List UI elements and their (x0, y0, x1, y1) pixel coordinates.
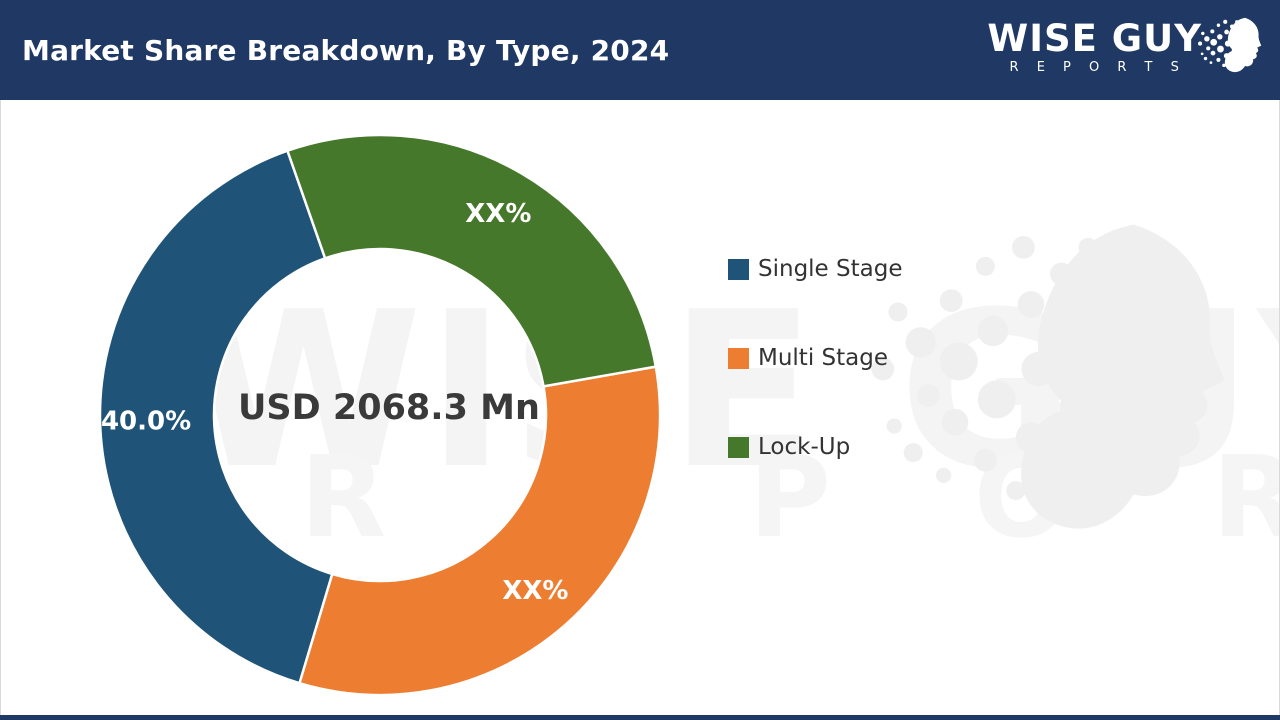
footer-accent-bar (0, 715, 1280, 720)
legend-item-single-stage: Single Stage (728, 258, 902, 281)
donut-slice-multi-stage (298, 365, 662, 697)
chart-center-value: USD 2068.3 Mn (238, 388, 540, 428)
legend-item-lock-up: Lock-Up (728, 436, 902, 459)
header-bar: Market Share Breakdown, By Type, 2024 WI… (0, 0, 1280, 100)
wise-guy-reports-logo: WISE GUY R E P O R T S (987, 6, 1264, 88)
legend-label: Multi Stage (758, 345, 888, 371)
legend-label: Single Stage (758, 256, 903, 282)
donut-slice-single-stage (98, 149, 334, 685)
logo-wordmark: WISE GUY R E P O R T S (987, 16, 1202, 76)
legend-item-multi-stage: Multi Stage (728, 347, 902, 370)
legend-label: Lock-Up (758, 434, 851, 460)
slice-label-lock-up: XX% (465, 199, 531, 229)
donut-slice-lock-up (286, 133, 658, 388)
legend-swatch-single-stage (728, 259, 749, 280)
slice-label-multi-stage: XX% (502, 576, 568, 606)
slice-label-single-stage: 40.0% (101, 406, 191, 436)
page-title: Market Share Breakdown, By Type, 2024 (22, 33, 670, 67)
legend-swatch-multi-stage (728, 348, 749, 369)
logo-line2: R E P O R T S (1009, 60, 1186, 76)
chart-legend: Single Stage Multi Stage Lock-Up (728, 258, 902, 459)
logo-line1: WISE GUY (987, 16, 1202, 60)
legend-swatch-lock-up (728, 437, 749, 458)
